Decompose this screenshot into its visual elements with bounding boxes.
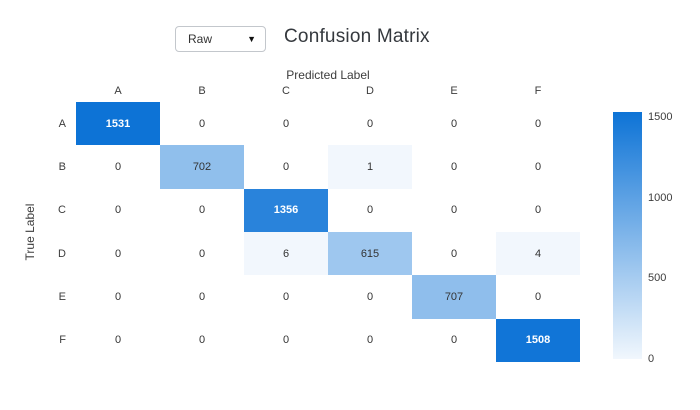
colorbar-tick-500: 500 <box>648 272 667 285</box>
heatmap-cell-BB[interactable]: 702 <box>160 145 244 189</box>
heatmap-cell-FC[interactable]: 0 <box>244 318 328 362</box>
heatmap-cell-AD[interactable]: 0 <box>328 102 412 146</box>
heatmap-cell-EE[interactable]: 707 <box>412 275 496 319</box>
heatmap-cell-BC[interactable]: 0 <box>244 145 328 189</box>
column-headers: A B C D E F <box>76 85 580 99</box>
colorbar-tick-0: 0 <box>648 353 655 365</box>
heatmap-cell-DE[interactable]: 0 <box>412 231 496 276</box>
column-header-C: C <box>282 85 290 97</box>
heatmap-cell-ED[interactable]: 0 <box>328 275 412 319</box>
heatmap-cell-AF[interactable]: 0 <box>496 102 580 146</box>
heatmap-cell-AC[interactable]: 0 <box>244 102 328 146</box>
heatmap-cell-DD[interactable]: 615 <box>328 231 412 276</box>
heatmap-cell-FE[interactable]: 0 <box>412 318 496 362</box>
y-axis-title: True Label <box>23 203 37 261</box>
heatmap-cell-EF[interactable]: 0 <box>496 275 580 319</box>
heatmap-cell-BA[interactable]: 0 <box>76 145 160 189</box>
heatmap-cell-CD[interactable]: 0 <box>328 188 412 232</box>
column-header-D: D <box>366 85 374 97</box>
heatmap-cell-DF[interactable]: 4 <box>496 231 580 276</box>
heatmap-cell-CA[interactable]: 0 <box>76 188 160 232</box>
view-mode-dropdown[interactable]: Raw ▼ <box>175 26 266 52</box>
heatmap-cell-AB[interactable]: 0 <box>160 102 244 146</box>
column-header-E: E <box>450 85 458 97</box>
heatmap-cell-BF[interactable]: 0 <box>496 145 580 189</box>
heatmap-cell-FB[interactable]: 0 <box>160 318 244 362</box>
heatmap-cell-AE[interactable]: 0 <box>412 102 496 146</box>
column-header-B: B <box>198 85 206 97</box>
heatmap-cell-BE[interactable]: 0 <box>412 145 496 189</box>
heatmap-cell-DC[interactable]: 6 <box>244 231 328 276</box>
heatmap-cell-DB[interactable]: 0 <box>160 231 244 276</box>
heatmap-cell-CC[interactable]: 1356 <box>244 188 328 232</box>
heatmap-cell-EA[interactable]: 0 <box>76 275 160 319</box>
heatmap-cell-AA[interactable]: 1531 <box>76 102 160 146</box>
heatmap-cell-EB[interactable]: 0 <box>160 275 244 319</box>
column-header-F: F <box>534 85 542 97</box>
colorbar-tick-1000: 1000 <box>648 191 673 204</box>
row-header-D: D <box>58 247 66 260</box>
heatmap-cell-BD[interactable]: 1 <box>328 145 412 189</box>
row-header-A: A <box>58 117 66 130</box>
dropdown-arrow-icon: ▼ <box>247 33 256 44</box>
heatmap-cell-EC[interactable]: 0 <box>244 275 328 319</box>
heatmap-cell-DA[interactable]: 0 <box>76 231 160 276</box>
heatmap-grid: 1531 0 0 0 0 0 0 702 0 1 0 0 0 0 1356 0 0 0 0 0 6 615 0 4 0 0 0 0 70… <box>76 102 580 362</box>
heatmap-cell-CF[interactable]: 0 <box>496 188 580 232</box>
heatmap-cell-FF[interactable]: 1508 <box>496 318 580 362</box>
colorbar-gradient <box>613 112 642 359</box>
row-header-B: B <box>58 160 66 173</box>
heatmap-cell-FD[interactable]: 0 <box>328 318 412 362</box>
page-title: Confusion Matrix <box>284 26 430 47</box>
row-header-F: F <box>59 334 66 347</box>
row-header-E: E <box>58 290 66 303</box>
row-header-C: C <box>58 204 66 217</box>
heatmap-cell-CB[interactable]: 0 <box>160 188 244 232</box>
row-headers: A B C D E F <box>38 102 66 362</box>
column-header-A: A <box>114 85 122 97</box>
view-mode-selected-value: Raw <box>188 32 213 46</box>
heatmap-cell-FA[interactable]: 0 <box>76 318 160 362</box>
heatmap-cell-CE[interactable]: 0 <box>412 188 496 232</box>
x-axis-title: Predicted Label <box>286 68 370 82</box>
colorbar-tick-1500: 1500 <box>648 111 673 123</box>
